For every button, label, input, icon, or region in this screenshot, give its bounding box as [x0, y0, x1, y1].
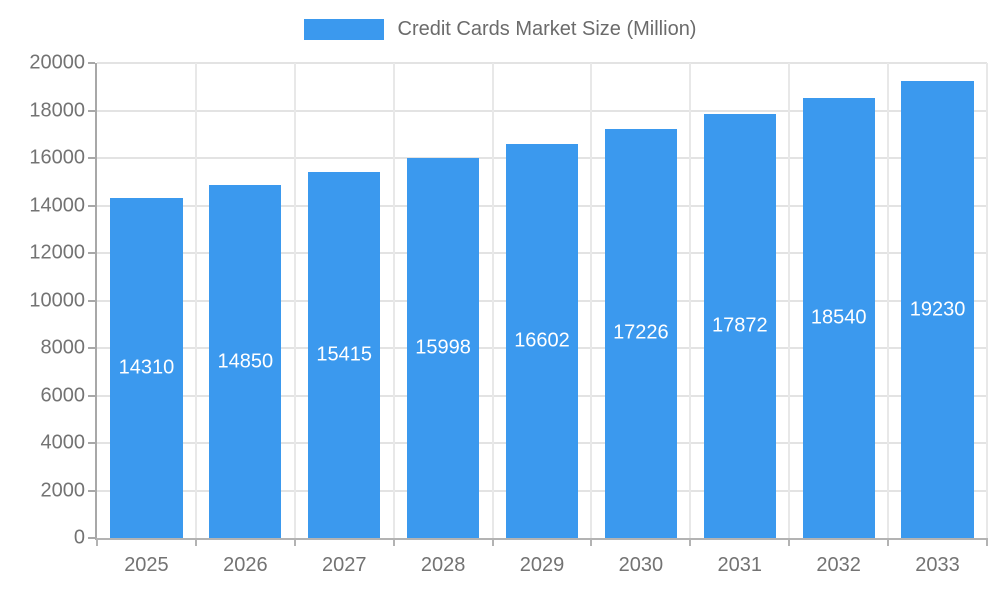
bar-value-label: 14310	[118, 356, 175, 379]
x-axis-tick-label: 2029	[519, 554, 565, 576]
x-gridline	[986, 63, 988, 538]
y-gridline	[97, 109, 987, 112]
x-gridline	[887, 63, 890, 538]
bar-2031	[703, 113, 776, 538]
x-axis-tick	[689, 538, 692, 546]
x-axis-tick-label: 2025	[124, 554, 169, 576]
bar-value-label: 15415	[316, 343, 373, 366]
y-axis-tick-label: 2000	[40, 479, 86, 501]
y-axis-tick-label: 6000	[40, 384, 86, 406]
x-axis-tick-label: 2030	[618, 554, 664, 576]
y-axis-tick-label: 4000	[40, 431, 86, 454]
legend-label: Credit Cards Market Size (Million)	[397, 18, 697, 40]
x-gridline	[194, 63, 197, 538]
y-axis-tick	[88, 537, 95, 539]
bar-2026	[209, 185, 282, 538]
bar-2027	[308, 171, 381, 538]
y-axis-tick	[88, 109, 95, 112]
bar-value-label: 17226	[613, 321, 669, 344]
y-axis-tick-label: 14000	[29, 194, 85, 216]
y-axis-tick	[88, 299, 95, 302]
bar-value-label: 17872	[711, 314, 768, 337]
plot-area: 0 2000 4000 6000 8000 10000 12000 14000 16000 180…	[29, 52, 988, 576]
bar-value-label: 19230	[909, 298, 966, 321]
x-axis-tick	[293, 538, 296, 546]
x-gridline	[788, 63, 791, 538]
x-gridline	[590, 63, 593, 538]
bar-value-label: 16602	[514, 329, 570, 352]
bar-2033	[901, 81, 974, 538]
x-axis-tick	[491, 538, 494, 546]
x-axis-tick	[590, 538, 593, 546]
x-axis-tick	[392, 538, 395, 546]
bar-value-label: 14850	[217, 350, 274, 373]
x-axis-tick	[788, 538, 791, 546]
y-axis-tick-label: 16000	[29, 146, 85, 169]
bar-value-label: 15998	[415, 336, 471, 359]
x-axis-tick-label: 2026	[223, 554, 268, 576]
y-axis-tick	[88, 204, 95, 207]
y-axis-tick	[88, 347, 95, 349]
y-axis-tick-label: 8000	[40, 336, 86, 359]
bar-2030	[604, 128, 677, 538]
bar-2025	[110, 198, 183, 538]
x-gridline	[392, 63, 395, 538]
x-axis-tick	[887, 538, 890, 546]
x-axis-tick	[194, 538, 197, 546]
bar-2029	[505, 143, 579, 538]
bar-2032	[802, 97, 875, 538]
x-axis-tick-label: 2028	[420, 554, 466, 576]
y-axis-tick-label: 10000	[29, 289, 85, 311]
legend-swatch	[303, 19, 384, 40]
x-axis-tick-label: 2033	[915, 554, 960, 576]
y-axis-tick-label: 20000	[29, 51, 85, 74]
y-axis-tick-label: 12000	[29, 241, 85, 264]
y-gridline	[97, 62, 987, 64]
y-axis-tick-label: 18000	[29, 99, 85, 121]
y-axis-tick	[88, 157, 95, 159]
bar-value-label: 18540	[810, 306, 867, 329]
x-axis-tick-label: 2031	[717, 554, 763, 576]
bar-2028	[407, 158, 480, 538]
x-gridline	[689, 63, 692, 538]
y-axis-tick	[88, 394, 95, 397]
y-axis-tick	[88, 442, 95, 444]
chart-legend[interactable]: Credit Cards Market Size (Million)	[0, 18, 1000, 41]
y-axis-tick	[88, 252, 95, 254]
x-gridline	[491, 63, 494, 538]
x-axis-tick	[986, 538, 988, 546]
y-axis-tick-label: 0	[73, 526, 85, 549]
x-axis-tick-label: 2032	[816, 554, 861, 576]
x-axis-tick-label: 2027	[321, 554, 367, 576]
y-axis-tick	[88, 489, 95, 492]
y-axis-tick	[88, 62, 95, 64]
x-axis-tick	[96, 538, 98, 546]
x-gridline	[293, 63, 296, 538]
